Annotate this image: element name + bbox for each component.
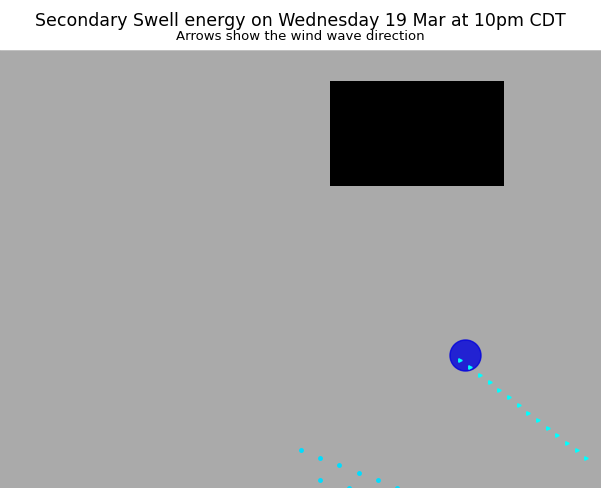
Bar bbox=[329, 81, 504, 187]
Text: Secondary Swell energy on Wednesday 19 Mar at 10pm CDT: Secondary Swell energy on Wednesday 19 M… bbox=[35, 12, 566, 30]
Point bbox=[460, 351, 470, 359]
Text: Arrows show the wind wave direction: Arrows show the wind wave direction bbox=[176, 30, 425, 43]
